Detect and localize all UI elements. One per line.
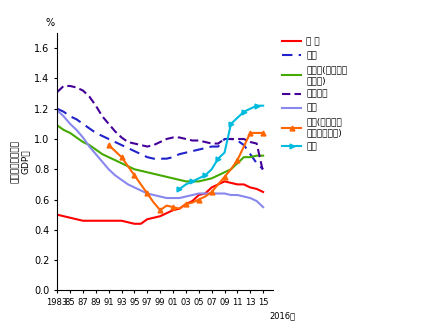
Y-axis label: 科学技術予算の対
GDP比: 科学技術予算の対 GDP比 [11,140,30,183]
Legend: 日 本, 米国, ドイツ(連邦及び
州政府), フランス, 英国, 中国(中央政府
及び地方政府), 韓国: 日 本, 米国, ドイツ(連邦及び 州政府), フランス, 英国, 中国(中央政… [282,38,347,151]
Text: 2016年: 2016年 [270,311,296,320]
Text: %: % [46,18,55,28]
